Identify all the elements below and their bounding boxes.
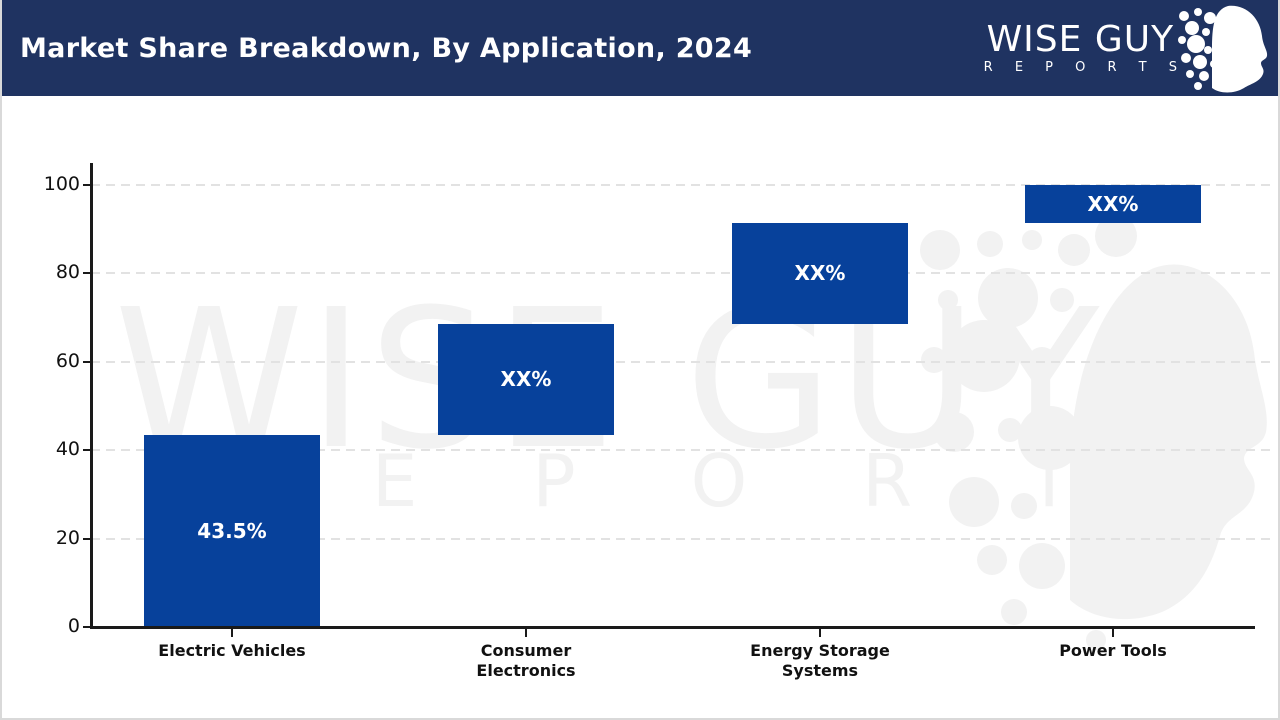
y-tick-0 <box>83 626 91 628</box>
brand-head-dots-icon <box>1178 5 1268 93</box>
y-tick-label-100: 100 <box>43 173 80 195</box>
y-tick-label-60: 60 <box>55 349 80 372</box>
x-tick-3 <box>1112 628 1114 637</box>
brand-wordmark: WISE GUY R E P O R T S <box>975 19 1186 76</box>
bar-value-label: XX% <box>500 367 552 392</box>
y-tick-40 <box>83 449 91 452</box>
y-tick-label-80: 80 <box>55 261 80 284</box>
bar-value-label: XX% <box>1087 191 1139 216</box>
bar-energy-storage-systems: XX% <box>732 222 908 325</box>
chart-title: Market Share Breakdown, By Application, … <box>20 32 753 64</box>
x-tick-0 <box>231 628 233 637</box>
y-tick-100 <box>83 184 91 186</box>
gridline-80 <box>91 272 1270 275</box>
brand-subtitle: R E P O R T S <box>983 60 1186 75</box>
y-tick-label-40: 40 <box>55 438 80 461</box>
x-tick-1 <box>525 628 527 637</box>
y-tick-label-20: 20 <box>55 526 80 549</box>
gridline-40 <box>91 449 1270 452</box>
y-tick-label-0: 0 <box>67 615 80 637</box>
bar-power-tools: XX% <box>1025 185 1201 223</box>
x-tick-label-1: Consumer Electronics <box>476 641 576 680</box>
gridline-20 <box>91 537 1270 540</box>
bar-electric-vehicles: 43.5% <box>144 434 320 627</box>
gridline-60 <box>91 360 1270 363</box>
bar-value-label: 43.5% <box>197 518 267 543</box>
y-tick-80 <box>83 272 91 275</box>
x-tick-label-0: Electric Vehicles <box>158 641 306 660</box>
gridline-100 <box>91 184 1270 186</box>
x-axis-spine <box>91 626 1255 629</box>
y-tick-20 <box>83 537 91 540</box>
x-tick-2 <box>819 628 821 637</box>
header-bar: Market Share Breakdown, By Application, … <box>2 0 1278 96</box>
bar-value-label: XX% <box>794 261 846 286</box>
y-axis-spine <box>89 163 93 629</box>
y-tick-60 <box>83 360 91 363</box>
brand-logo: WISE GUY R E P O R T S <box>975 2 1278 94</box>
x-tick-label-3: Power Tools <box>1059 641 1167 660</box>
bar-consumer-electronics: XX% <box>438 324 614 435</box>
x-tick-label-2: Energy Storage Systems <box>750 641 890 680</box>
brand-name: WISE GUY <box>986 19 1175 60</box>
